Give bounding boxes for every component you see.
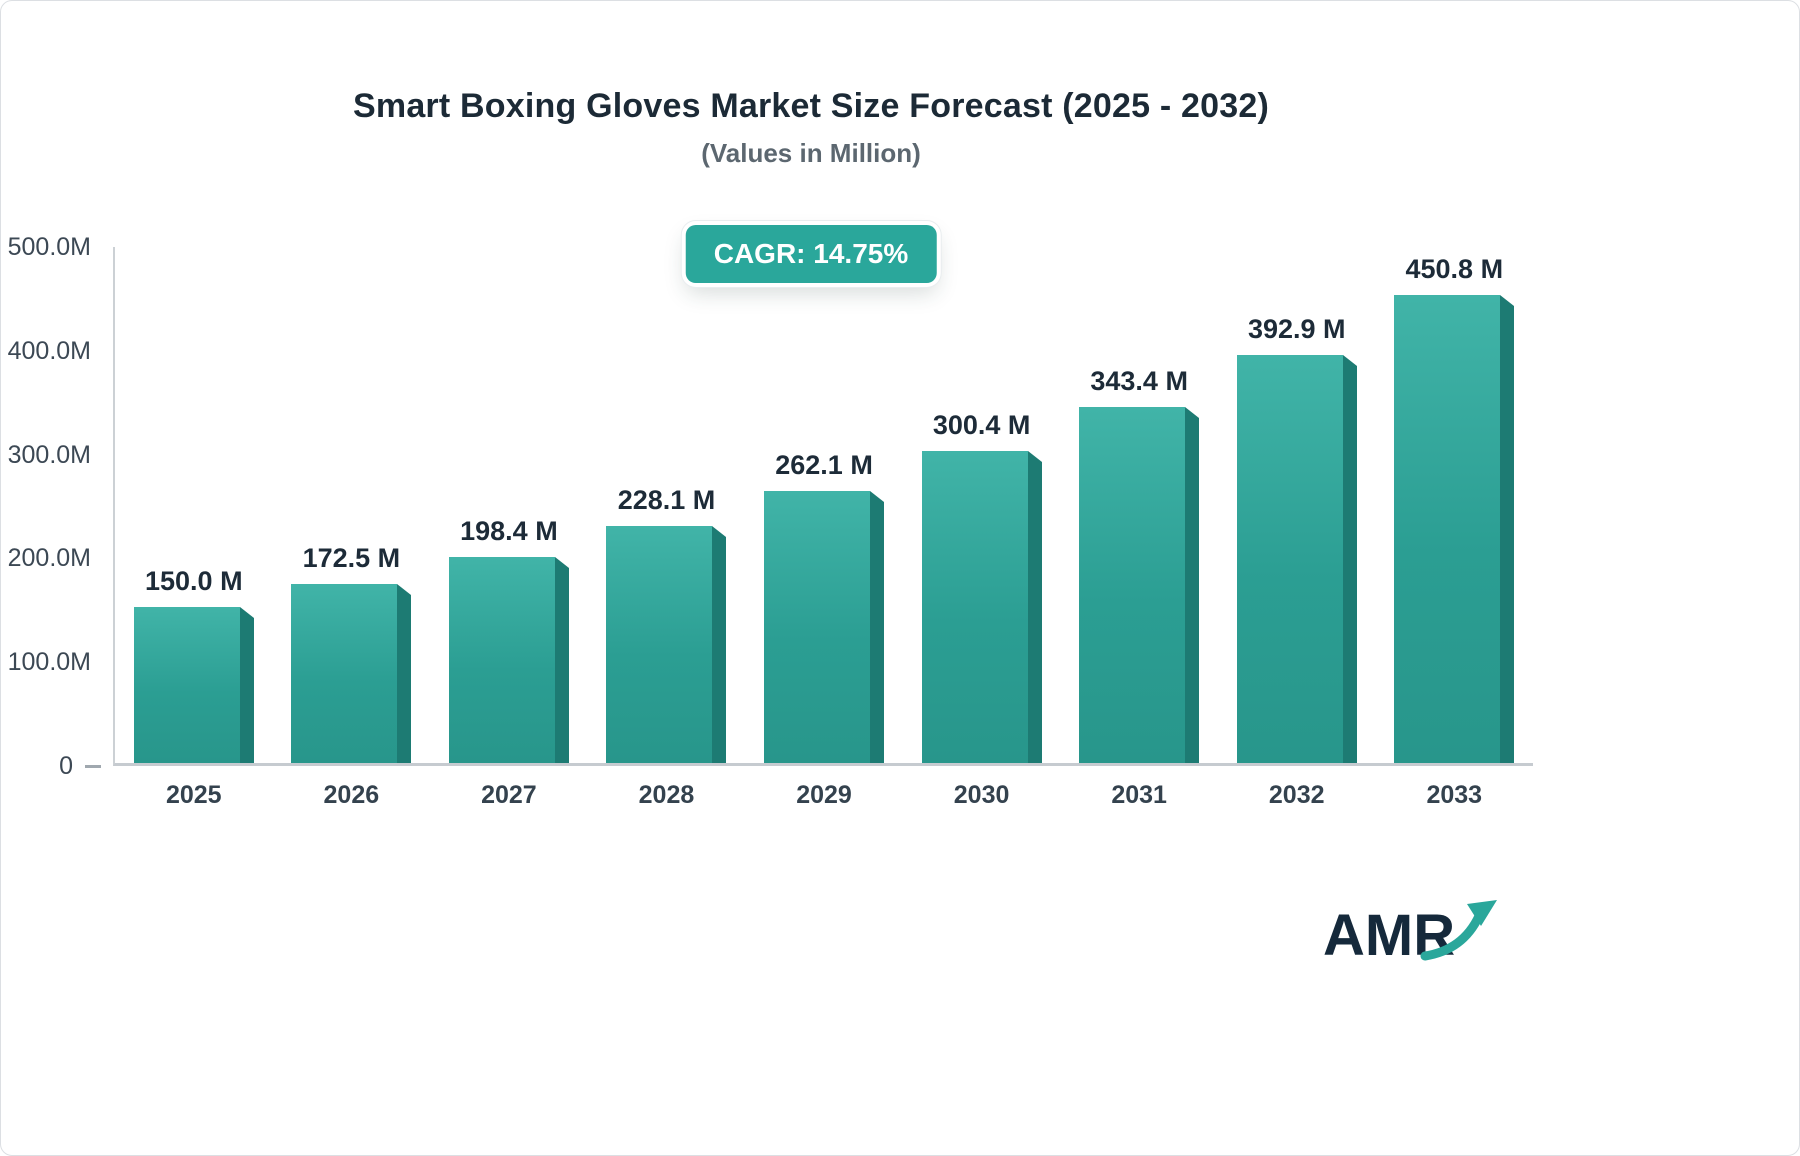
- bar-value-label: 300.4 M: [932, 410, 1031, 440]
- x-axis-label: 2031: [1111, 781, 1167, 809]
- plot-area: 150.0 M 2025 172.5 M 2026 198.4 M 2027 228.1 M…: [113, 247, 1534, 809]
- bar-2028: [606, 526, 727, 763]
- x-axis-label: 2030: [953, 781, 1010, 809]
- y-axis-label: 500.0M: [7, 233, 91, 261]
- x-axis-label: 2026: [323, 781, 380, 809]
- bar-side-face: [397, 584, 412, 763]
- bar-front-face: [764, 491, 871, 763]
- amr-logo-graphic: AMR: [1323, 900, 1497, 968]
- bar-column-2033: 450.8 M 2033: [1376, 247, 1534, 809]
- bar-2027: [448, 557, 569, 763]
- bar-front-face: [1394, 295, 1501, 763]
- chart-area: 500.0M 400.0M 300.0M 200.0M 100.0M 0 150.0 M 2…: [1, 233, 1621, 887]
- bar-column-2026: 172.5 M 2026: [273, 247, 431, 809]
- zero-tick-mark: [85, 765, 101, 768]
- y-axis-label: 200.0M: [7, 544, 91, 573]
- y-axis-label: 0: [59, 752, 73, 780]
- bar-value-label: 172.5 M: [302, 543, 401, 573]
- x-axis-label: 2033: [1426, 781, 1483, 809]
- bar-side-face: [1185, 407, 1200, 763]
- bar-front-face: [921, 451, 1028, 763]
- bar-column-2028: 228.1 M 2028: [588, 247, 746, 809]
- bar-column-2027: 198.4 M 2027: [430, 247, 588, 809]
- bar-value-label: 228.1 M: [617, 485, 716, 515]
- x-axis-label: 2032: [1268, 781, 1325, 809]
- y-axis: 500.0M 400.0M 300.0M 200.0M 100.0M 0: [1, 233, 113, 780]
- bar-value-label: 198.4 M: [460, 516, 558, 546]
- chart-title: Smart Boxing Gloves Market Size Forecast…: [353, 87, 1269, 125]
- y-axis-label: 100.0M: [7, 648, 91, 677]
- chart-subtitle: (Values in Million): [701, 138, 921, 168]
- bar-2031: [1079, 407, 1200, 763]
- bar-value-label: 150.0 M: [145, 566, 243, 596]
- bar-column-2025: 150.0 M 2025: [115, 247, 273, 809]
- bar-front-face: [448, 557, 555, 763]
- x-axis-label: 2029: [796, 781, 852, 809]
- bar-column-2032: 392.9 M 2032: [1218, 247, 1376, 809]
- bar-value-label: 343.4 M: [1090, 366, 1188, 396]
- bar-value-label: 262.1 M: [775, 450, 873, 480]
- x-axis-label: 2025: [165, 781, 222, 809]
- y-axis-label: 300.0M: [7, 440, 91, 469]
- bar-front-face: [606, 526, 713, 763]
- bar-2032: [1236, 355, 1357, 763]
- bar-side-face: [1500, 295, 1515, 763]
- bar-side-face: [239, 607, 254, 763]
- bar-front-face: [1236, 355, 1343, 763]
- bar-side-face: [712, 526, 727, 763]
- bar-side-face: [1027, 451, 1042, 763]
- bar-column-2029: 262.1 M 2029: [745, 247, 903, 809]
- bar-2029: [764, 491, 885, 763]
- logo-arrow-icon: [1420, 900, 1497, 961]
- x-axis-label: 2028: [638, 781, 695, 809]
- x-axis-label: 2027: [481, 781, 537, 809]
- bar-value-label: 392.9 M: [1247, 314, 1346, 344]
- bar-front-face: [291, 584, 398, 763]
- bar-side-face: [1342, 355, 1357, 763]
- amr-logo: AMR: [1321, 898, 1507, 975]
- bar-side-face: [870, 491, 885, 763]
- bar-front-face: [1079, 407, 1186, 763]
- bar-column-2031: 343.4 M 2031: [1060, 247, 1218, 809]
- y-axis-label: 400.0M: [7, 336, 91, 365]
- bar-column-2030: 300.4 M 2030: [903, 247, 1061, 809]
- bar-2026: [291, 584, 412, 763]
- bar-side-face: [554, 557, 569, 763]
- cagr-badge: CAGR: 14.75%: [685, 225, 937, 283]
- bar-front-face: [133, 607, 240, 763]
- bar-value-label: 450.8 M: [1405, 254, 1504, 284]
- chart-content: Smart Boxing Gloves Market Size Forecast…: [1, 1, 1621, 887]
- bar-2033: [1394, 295, 1515, 763]
- bar-2025: [133, 607, 254, 763]
- bar-2030: [921, 451, 1042, 763]
